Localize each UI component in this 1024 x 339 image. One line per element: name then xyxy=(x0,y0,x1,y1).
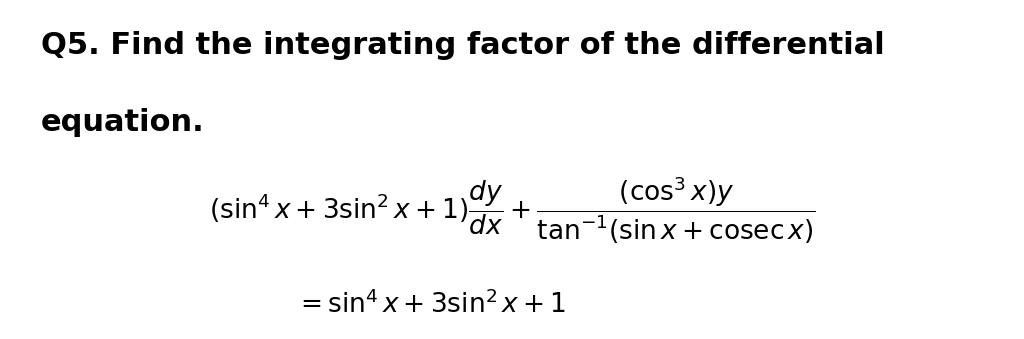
Text: equation.: equation. xyxy=(41,108,205,138)
Text: $\left(\sin^4 x + 3\sin^2 x + 1\right)\dfrac{dy}{dx} + \dfrac{\left(\cos^3 x\rig: $\left(\sin^4 x + 3\sin^2 x + 1\right)\d… xyxy=(209,175,815,246)
Text: Q5. Find the integrating factor of the differential: Q5. Find the integrating factor of the d… xyxy=(41,31,885,60)
Text: $= \sin^4 x + 3\sin^2 x + 1$: $= \sin^4 x + 3\sin^2 x + 1$ xyxy=(295,291,565,319)
